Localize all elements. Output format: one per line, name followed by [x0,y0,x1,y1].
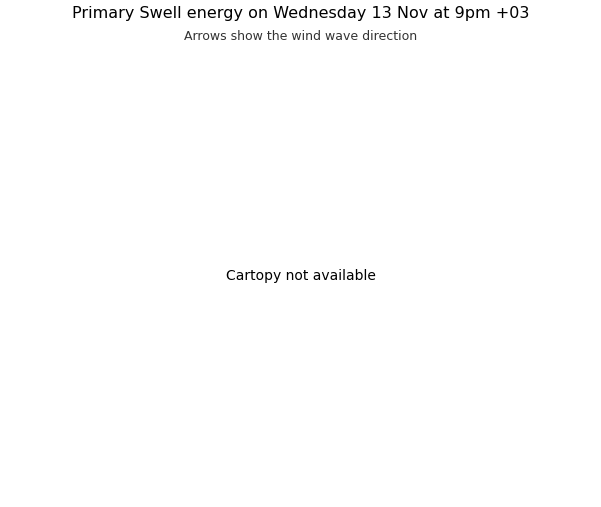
Text: Primary Swell energy on Wednesday 13 Nov at 9pm +03: Primary Swell energy on Wednesday 13 Nov… [72,6,529,21]
Text: Cartopy not available: Cartopy not available [225,269,376,283]
Text: Arrows show the wind wave direction: Arrows show the wind wave direction [184,29,417,43]
